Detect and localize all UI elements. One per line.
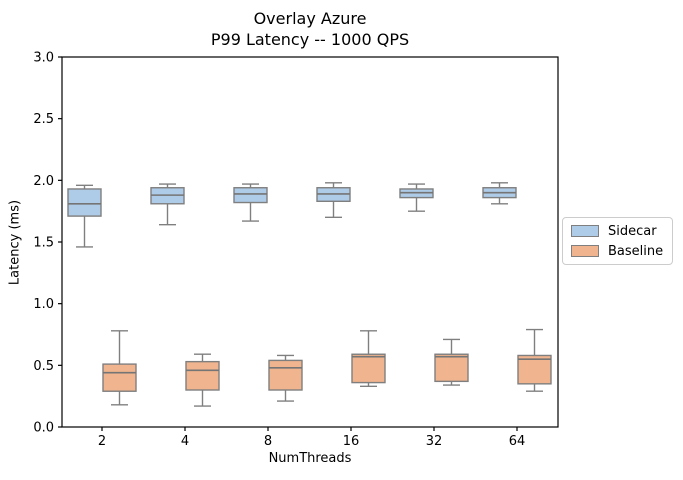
x-tick-label: 4 — [181, 434, 189, 449]
box-baseline — [102, 363, 137, 392]
y-tick-label: 0.5 — [33, 359, 54, 374]
y-tick-label: 0.0 — [33, 421, 54, 436]
box-sidecar — [233, 187, 268, 204]
box-baseline — [351, 353, 386, 384]
box-baseline — [517, 354, 552, 385]
legend-label-baseline: Baseline — [608, 243, 664, 259]
x-tick-label: 2 — [98, 434, 106, 449]
legend: Sidecar Baseline — [562, 217, 673, 265]
y-tick-label: 1.5 — [33, 236, 54, 251]
y-tick-label: 3.0 — [33, 51, 54, 66]
legend-swatch-baseline — [571, 245, 599, 257]
legend-entry-sidecar: Sidecar — [571, 224, 664, 239]
chart-title-line1: Overlay Azure — [253, 9, 367, 28]
chart-title-line2: P99 Latency -- 1000 QPS — [210, 30, 410, 49]
box-sidecar — [67, 188, 102, 217]
legend-label-sidecar: Sidecar — [608, 223, 657, 239]
axes-frame — [61, 56, 559, 428]
y-tick-label: 2.5 — [33, 112, 54, 127]
y-tick-label: 1.0 — [33, 297, 54, 312]
y-axis-label: Latency (ms) — [7, 199, 23, 286]
x-tick-label: 8 — [264, 434, 272, 449]
box-baseline — [185, 360, 220, 391]
x-axis-label: NumThreads — [268, 451, 352, 466]
x-tick-label: 32 — [426, 434, 443, 449]
chart-title: Overlay Azure P99 Latency -- 1000 QPS — [62, 8, 558, 50]
legend-swatch-sidecar — [571, 225, 599, 237]
y-tick-label: 2.0 — [33, 174, 54, 189]
box-baseline — [434, 353, 469, 383]
box-baseline — [268, 359, 303, 391]
x-tick-label: 16 — [343, 434, 360, 449]
legend-entry-baseline: Baseline — [571, 244, 664, 259]
x-tick-label: 64 — [509, 434, 526, 449]
